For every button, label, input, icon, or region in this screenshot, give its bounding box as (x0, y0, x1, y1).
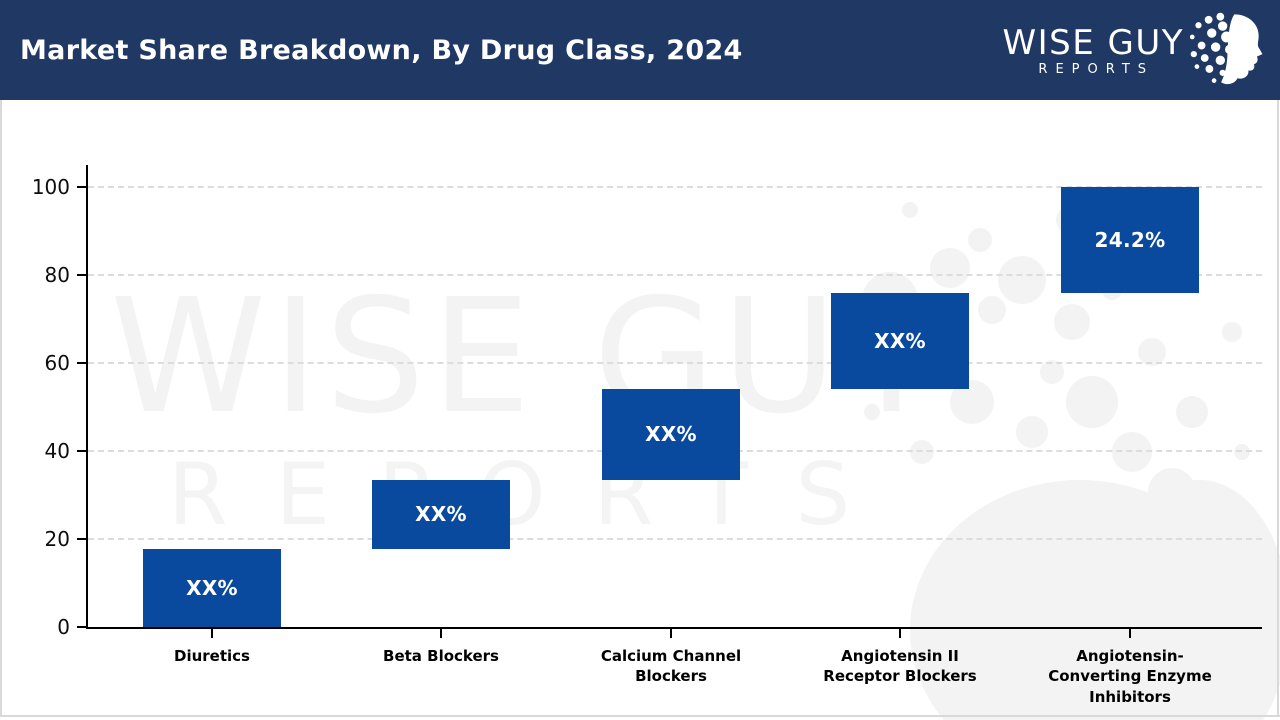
gridline-100 (88, 186, 1262, 188)
frame-right-edge (1277, 100, 1279, 717)
watermark-wiseguy-text: WISE GUY (110, 265, 946, 449)
frame-left-edge (0, 100, 2, 717)
bar-value-label: XX% (415, 502, 467, 527)
bar-value-label: XX% (186, 575, 238, 600)
chart-canvas: WISE GUY REPORTS (0, 100, 1280, 720)
plot-area: 0 20 40 60 80 100 Diuretics XX% Beta Blockers XX%… (32, 165, 1262, 706)
x-category-label: Beta Blockers (383, 647, 499, 665)
bar-value-label: XX% (645, 422, 697, 447)
y-tick-label: 20 (44, 527, 70, 551)
logo-face-icon (1189, 12, 1263, 85)
gridline-80 (88, 274, 1262, 276)
y-tick-mark (77, 450, 86, 452)
logo-wordmark: WISE GUY (1002, 23, 1184, 63)
gridline-60 (88, 362, 1262, 364)
bar-segment: XX% (143, 548, 281, 627)
y-tick-label: 100 (31, 175, 70, 199)
frame-bottom-edge (0, 715, 1280, 717)
y-tick-mark (77, 626, 86, 628)
x-tick-mark (1129, 629, 1131, 638)
x-category-label: Angiotensin II Receptor Blockers (823, 647, 977, 686)
x-tick-mark (211, 629, 213, 638)
logo-wordmark-block: WISE GUY REPORTS (1002, 26, 1184, 76)
bar-value-label: 24.2% (1094, 228, 1166, 253)
y-tick-label: 0 (57, 615, 70, 639)
bar-segment: 24.2% (1061, 187, 1199, 294)
chart-title: Market Share Breakdown, By Drug Class, 2… (20, 34, 743, 66)
header-bar: Market Share Breakdown, By Drug Class, 2… (0, 0, 1280, 100)
y-tick-mark (77, 362, 86, 364)
gridline-20 (88, 538, 1262, 540)
y-tick-mark (77, 274, 86, 276)
y-tick-label: 40 (44, 439, 70, 463)
wiseguy-logo: WISE GUY REPORTS (1002, 9, 1264, 93)
bar-segment: XX% (831, 293, 969, 389)
x-tick-mark (440, 629, 442, 638)
x-tick-mark (899, 629, 901, 638)
bar-segment: XX% (602, 388, 740, 481)
y-tick-label: 80 (44, 263, 70, 287)
bar-segment: XX% (372, 480, 510, 549)
x-tick-mark (670, 629, 672, 638)
x-axis-spine (86, 627, 1262, 629)
x-category-label: Calcium Channel Blockers (600, 647, 742, 686)
y-tick-label: 60 (44, 351, 70, 375)
x-category-label: Angiotensin- Converting Enzyme Inhibitor… (1048, 647, 1212, 706)
logo-subtext: REPORTS (1038, 62, 1155, 77)
bar-value-label: XX% (874, 329, 926, 354)
x-category-label: Diuretics (174, 647, 250, 665)
y-tick-mark (77, 538, 86, 540)
y-tick-mark (77, 186, 86, 188)
y-axis-spine (86, 165, 88, 629)
